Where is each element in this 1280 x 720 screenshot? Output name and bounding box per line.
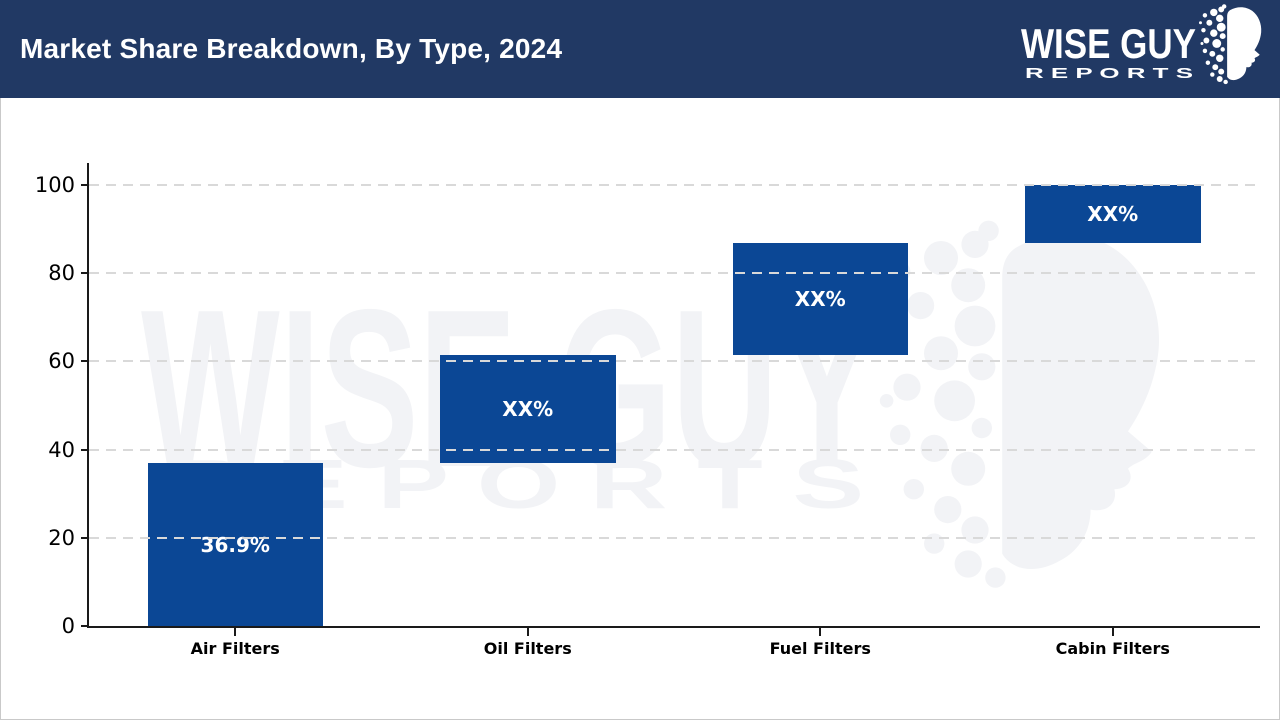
y-tick-mark: [81, 536, 88, 539]
gridline-40: [89, 448, 1259, 451]
gridline-80: [89, 272, 1259, 275]
y-tick-label: 80: [48, 261, 75, 286]
y-tick-mark: [81, 448, 88, 451]
dot-head-profile-icon: [873, 220, 1160, 588]
bar-cabin-filters: XX%: [1025, 185, 1201, 244]
wise-guy-reports-logo: WISE GUY R E P O R T S: [1021, 2, 1266, 97]
category-label: Air Filters: [190, 639, 280, 658]
chart-area: WISE GUY R E P O R T S 0 20 40 60 80 100 36.9%…: [0, 98, 1280, 720]
gridline-20: [89, 536, 1259, 539]
bar-air-filters: 36.9%: [147, 463, 323, 626]
y-tick-mark: [81, 184, 88, 186]
logo-wordmark: WISE GUY: [1021, 20, 1196, 67]
y-tick-mark: [81, 360, 88, 363]
x-tick-mark: [234, 628, 237, 636]
y-tick-label: 20: [48, 525, 75, 550]
category-label: Fuel Filters: [769, 639, 871, 658]
y-tick-mark: [81, 272, 88, 275]
x-tick-mark: [526, 628, 529, 636]
bar-value-label: XX%: [1087, 202, 1139, 227]
y-axis-line: [87, 163, 89, 628]
header-bar: Market Share Breakdown, By Type, 2024 WI…: [0, 0, 1280, 98]
y-tick-label: 60: [48, 349, 75, 374]
x-tick-mark: [1111, 628, 1114, 636]
dot-head-profile-icon: [1199, 3, 1262, 84]
category-label: Cabin Filters: [1055, 639, 1170, 658]
bar-value-label: XX%: [794, 286, 846, 311]
x-tick-mark: [819, 628, 822, 636]
gridline-100: [89, 184, 1259, 186]
bar-value-label: 36.9%: [200, 532, 270, 557]
y-tick-label: 0: [61, 614, 75, 638]
y-tick-label: 40: [48, 437, 75, 462]
gridline-60: [89, 360, 1259, 363]
category-label: Oil Filters: [483, 639, 572, 658]
bar-fuel-filters: XX%: [732, 243, 908, 355]
y-tick-label: 100: [34, 173, 75, 197]
y-tick-mark: [81, 625, 88, 627]
page-title: Market Share Breakdown, By Type, 2024: [20, 33, 563, 64]
logo-subtext: R E P O R T S: [1025, 65, 1193, 82]
bar-oil-filters: XX%: [440, 354, 616, 464]
bar-value-label: XX%: [502, 397, 554, 422]
x-axis-line: [87, 626, 1260, 628]
